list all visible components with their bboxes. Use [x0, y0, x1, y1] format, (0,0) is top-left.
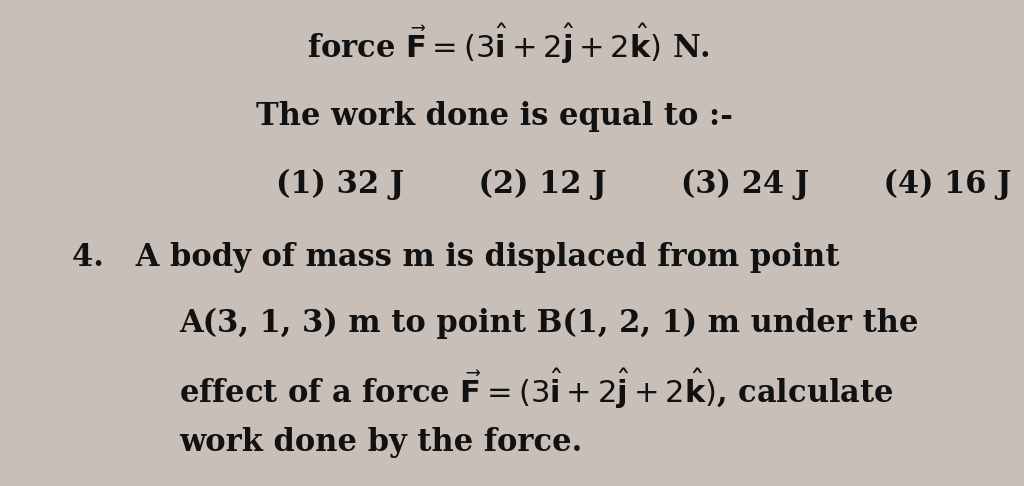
- Text: effect of a force $\vec{\mathbf{F}}=(3\hat{\mathbf{i}}+2\hat{\mathbf{j}}+2\hat{\: effect of a force $\vec{\mathbf{F}}=(3\h…: [179, 366, 894, 411]
- Text: The work done is equal to :-: The work done is equal to :-: [256, 101, 733, 132]
- Text: work done by the force.: work done by the force.: [179, 427, 583, 458]
- Text: force $\vec{\mathbf{F}}=(3\hat{\mathbf{i}}+2\hat{\mathbf{j}}+2\hat{\mathbf{k}})$: force $\vec{\mathbf{F}}=(3\hat{\mathbf{i…: [307, 21, 711, 66]
- Text: (1) 32 J       (2) 12 J       (3) 24 J       (4) 16 J: (1) 32 J (2) 12 J (3) 24 J (4) 16 J: [276, 169, 1012, 200]
- Text: A(3, 1, 3) m to point B(1, 2, 1) m under the: A(3, 1, 3) m to point B(1, 2, 1) m under…: [179, 308, 919, 339]
- Text: 4.   A body of mass m is displaced from point: 4. A body of mass m is displaced from po…: [72, 242, 840, 273]
